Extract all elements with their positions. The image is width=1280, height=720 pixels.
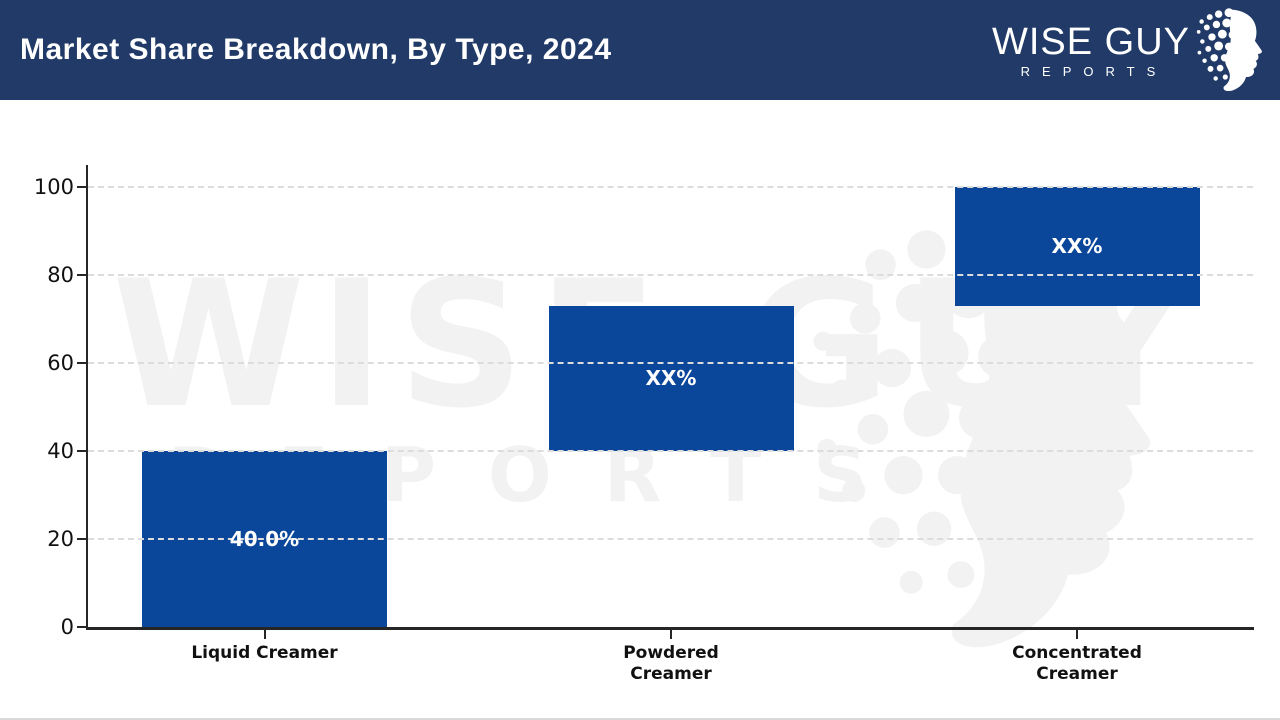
bar-value-label: XX%	[1051, 234, 1103, 259]
y-tick-label: 40	[47, 438, 74, 463]
x-tick-mark	[263, 629, 266, 639]
x-axis-category-label: Powdered Creamer	[623, 643, 719, 685]
wiseguy-logo: WISE GUY REPORTS	[992, 7, 1266, 93]
x-tick-mark	[1076, 629, 1078, 639]
x-axis-line	[85, 627, 1254, 630]
y-tick-label: 0	[60, 615, 74, 639]
y-tick-mark	[77, 626, 86, 628]
gridline	[88, 449, 1253, 452]
gridline	[88, 273, 1253, 276]
logo-face-icon	[1196, 8, 1262, 92]
gridline	[88, 185, 1253, 188]
y-tick-mark	[77, 361, 86, 364]
chart-area: 0 20 40 60 80 100 40.0% Liquid Creamer XX% Powder…	[0, 100, 1280, 718]
y-axis-line	[85, 164, 88, 629]
x-axis-category-label: Liquid Creamer	[191, 643, 338, 663]
logo-wordmark: WISE GUY	[991, 20, 1190, 63]
y-tick-mark	[77, 185, 86, 188]
logo-text: WISE GUY REPORTS	[992, 23, 1190, 78]
gridline	[88, 361, 1253, 364]
y-tick-label: 80	[47, 262, 74, 287]
logo-subtext: REPORTS	[1020, 63, 1168, 79]
y-tick-mark	[77, 537, 86, 540]
y-tick-label: 20	[47, 526, 74, 551]
y-tick-mark	[77, 449, 86, 452]
bar-powdered-creamer	[548, 305, 794, 451]
bar-value-label: XX%	[645, 366, 697, 391]
y-tick-mark	[77, 273, 86, 276]
bar-value-label: 40.0%	[229, 526, 300, 551]
x-tick-mark	[670, 629, 672, 639]
gridline	[88, 537, 1253, 540]
y-tick-label: 60	[47, 350, 74, 375]
page-title: Market Share Breakdown, By Type, 2024	[20, 33, 612, 66]
x-axis-category-label: Concentrated Creamer	[1012, 643, 1142, 685]
header-bar: Market Share Breakdown, By Type, 2024 WI…	[0, 0, 1280, 100]
y-tick-label: 100	[33, 174, 74, 199]
